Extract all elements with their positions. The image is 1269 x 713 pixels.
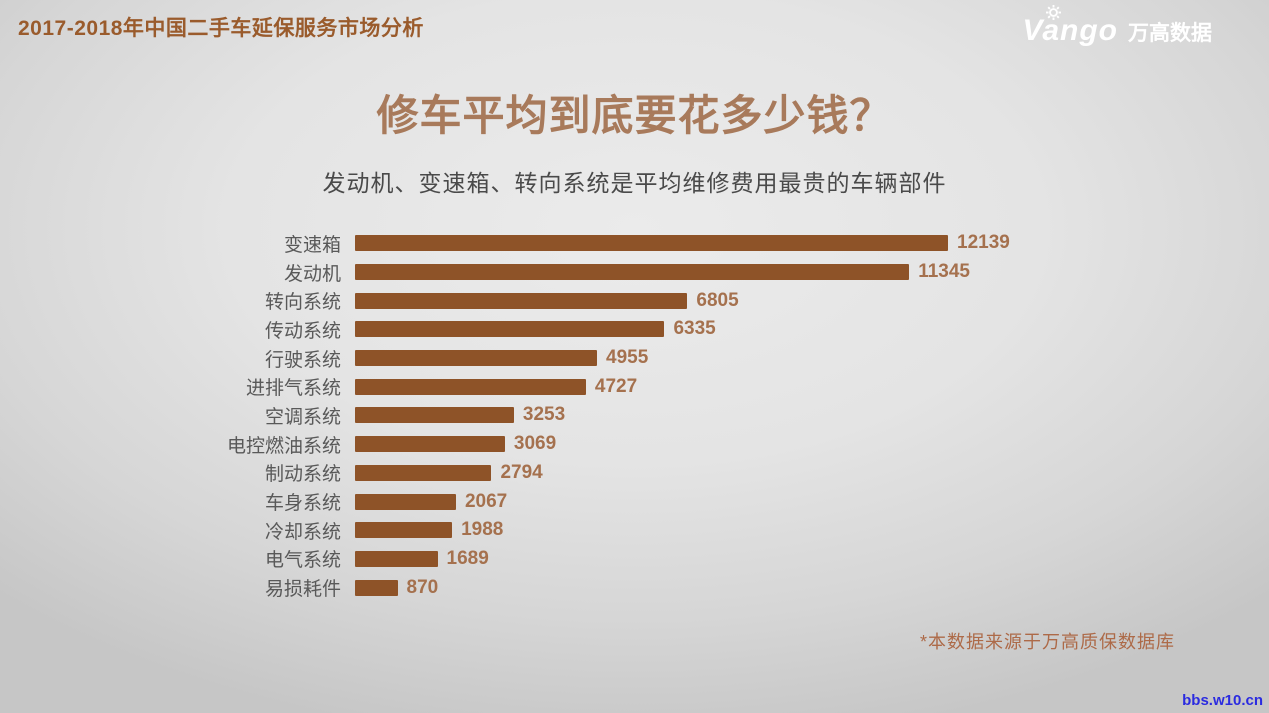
gear-icon [1046, 5, 1062, 20]
value-label: 1988 [461, 519, 504, 541]
bar [355, 436, 505, 453]
bar [355, 378, 586, 395]
bar-chart: 变速箱 12139 发动机 11345 转向系统 6805 传动系统 6335 行驶系统 4955… [221, 229, 1010, 602]
bar [355, 264, 910, 281]
bar [355, 407, 514, 424]
bar [355, 493, 456, 510]
brand-logo: Vango 万高数据 [1022, 5, 1212, 48]
value-label: 2794 [500, 461, 543, 483]
brand-name-cn: 万高数据 [1128, 22, 1212, 45]
chart-row: 空调系统 3253 [221, 401, 1010, 430]
chart-row: 发动机 11345 [221, 258, 1010, 287]
category-label: 变速箱 [283, 234, 341, 256]
category-label: 制动系统 [264, 464, 341, 486]
chart-row: 车身系统 2067 [221, 487, 1010, 516]
bar [355, 235, 948, 252]
category-label: 冷却系统 [264, 521, 341, 543]
category-label: 转向系统 [264, 292, 341, 314]
chart-row: 转向系统 6805 [221, 286, 1010, 315]
watermark: bbs.w10.cn [1182, 692, 1263, 709]
bar [355, 550, 438, 567]
value-label: 6335 [673, 318, 716, 340]
category-label: 发动机 [283, 263, 341, 285]
brand-name: Vango [1022, 14, 1118, 47]
chart-row: 电气系统 1689 [221, 545, 1010, 574]
value-label: 4727 [594, 375, 638, 397]
value-label: 6805 [696, 289, 739, 311]
value-label: 1689 [446, 547, 489, 569]
value-label: 12139 [957, 232, 1010, 254]
category-label: 电控燃油系统 [226, 435, 341, 457]
category-label: 传动系统 [264, 320, 341, 342]
chart-row: 传动系统 6335 [221, 315, 1010, 344]
bar [355, 350, 598, 367]
bar [355, 464, 492, 481]
chart-row: 行驶系统 4955 [221, 344, 1010, 373]
value-label: 11345 [918, 261, 970, 283]
category-label: 电气系统 [264, 550, 341, 572]
chart-row: 变速箱 12139 [221, 229, 1010, 258]
chart-row: 制动系统 2794 [221, 459, 1010, 488]
bar [355, 321, 665, 338]
source-note: *本数据来源于万高质保数据库 [919, 632, 1175, 652]
bar [355, 579, 398, 596]
page-title: 修车平均到底要花多少钱？ [376, 92, 893, 139]
report-title: 2017-2018年中国二手车延保服务市场分析 [18, 17, 424, 40]
category-label: 行驶系统 [264, 349, 341, 371]
chart-row: 进排气系统 4727 [221, 372, 1010, 401]
value-label: 4955 [606, 347, 649, 369]
chart-row: 易损耗件 870 [221, 573, 1010, 602]
page-subtitle: 发动机、变速箱、转向系统是平均维修费用最贵的车辆部件 [322, 170, 947, 196]
bar [355, 522, 453, 539]
category-label: 空调系统 [264, 406, 341, 428]
category-label: 车身系统 [264, 493, 341, 515]
chart-row: 冷却系统 1988 [221, 516, 1010, 545]
chart-row: 电控燃油系统 3069 [221, 430, 1010, 459]
value-label: 2067 [464, 490, 508, 512]
category-label: 易损耗件 [264, 579, 341, 601]
value-label: 870 [406, 576, 439, 598]
category-label: 进排气系统 [245, 378, 341, 400]
bar [355, 292, 688, 309]
value-label: 3253 [522, 404, 566, 426]
value-label: 3069 [513, 433, 557, 455]
